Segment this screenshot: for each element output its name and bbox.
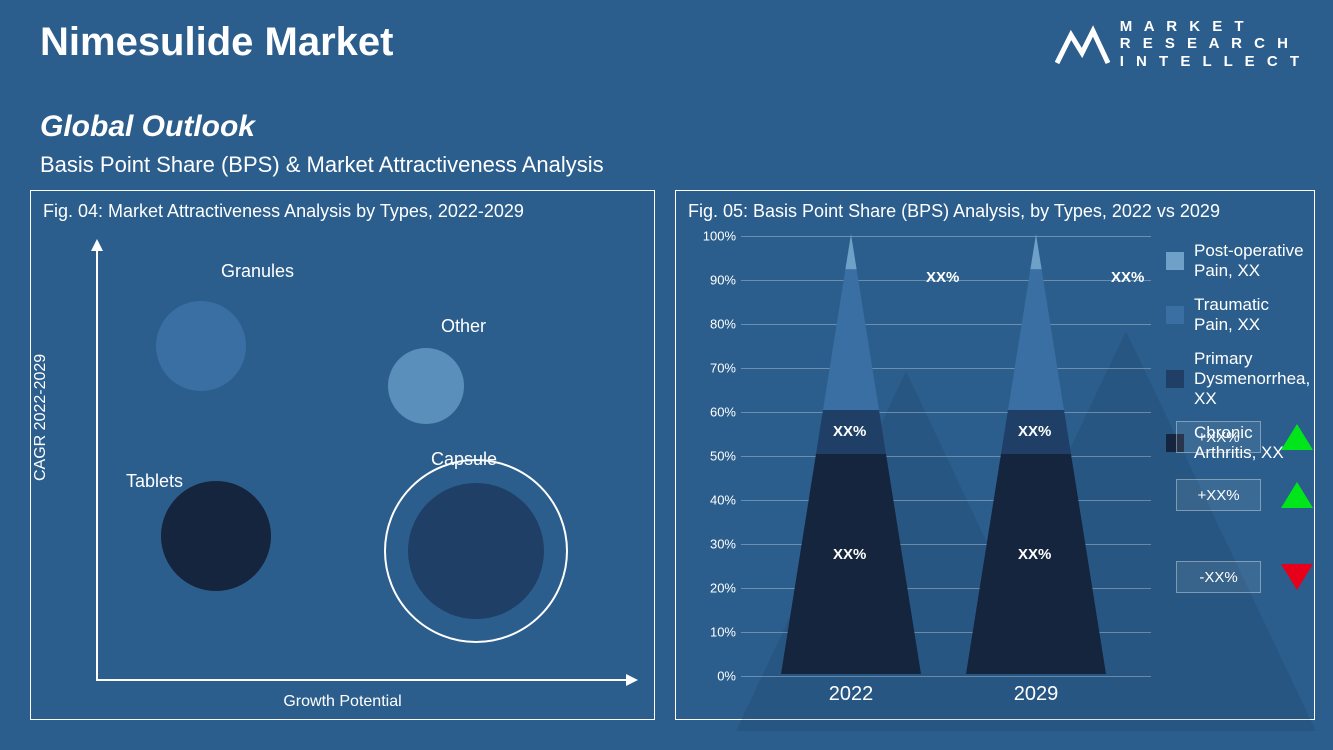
grid-label: 20% <box>701 581 736 596</box>
legend-item: Traumatic Pain, XX <box>1166 295 1309 335</box>
fig05-title: Fig. 05: Basis Point Share (BPS) Analysi… <box>676 191 1314 233</box>
logo-line3: I N T E L L E C T <box>1120 53 1303 70</box>
cone-segment <box>845 234 856 269</box>
grid-label: 0% <box>701 669 736 684</box>
y-axis-label: CAGR 2022-2029 <box>32 354 50 481</box>
logo-line2: R E S E A R C H <box>1120 35 1303 52</box>
legend-label: Primary Dysmenorrhea, XX <box>1194 349 1310 409</box>
grid-label: 60% <box>701 405 736 420</box>
x-axis-label: Growth Potential <box>283 693 401 711</box>
cone-segment <box>1008 269 1064 410</box>
grid-label: 50% <box>701 449 736 464</box>
grid-line <box>741 676 1151 677</box>
grid-label: 100% <box>701 229 736 244</box>
cone-value-label: XX% <box>833 546 866 563</box>
cone-year-label: 2029 <box>966 683 1106 706</box>
page-title: Nimesulide Market <box>40 20 393 65</box>
fig05-panel: Fig. 05: Basis Point Share (BPS) Analysi… <box>675 190 1315 720</box>
bubble <box>156 301 246 391</box>
legend-label: Traumatic Pain, XX <box>1194 295 1309 335</box>
cone-segment <box>781 454 921 674</box>
bubble-label: Other <box>441 316 486 337</box>
logo-icon <box>1055 23 1110 65</box>
bubble-label: Capsule <box>431 449 497 470</box>
x-axis <box>96 679 636 681</box>
grid-label: 40% <box>701 493 736 508</box>
bubble-label: Tablets <box>126 471 183 492</box>
cone <box>781 234 921 674</box>
cone-value-label: XX% <box>1018 423 1051 440</box>
cone-segment <box>1030 234 1041 269</box>
cone-chart-area: 0%10%20%30%40%50%60%70%80%90%100%2022XX%… <box>701 236 1151 674</box>
cone-value-label: XX% <box>1018 546 1051 563</box>
fig04-panel: Fig. 04: Market Attractiveness Analysis … <box>30 190 655 720</box>
triangle-up-icon <box>1281 424 1313 450</box>
cone-segment <box>966 454 1106 674</box>
bubble-label: Granules <box>221 261 294 282</box>
cone-year-label: 2022 <box>781 683 921 706</box>
cone-value-label: XX% <box>833 423 866 440</box>
legend-item: Primary Dysmenorrhea, XX <box>1166 349 1309 409</box>
logo-line1: M A R K E T <box>1120 18 1303 35</box>
grid-label: 30% <box>701 537 736 552</box>
bubble <box>388 348 464 424</box>
change-box: +XX% <box>1176 479 1261 511</box>
legend-label: Post-operative Pain, XX <box>1194 241 1309 281</box>
cone-value-label: XX% <box>926 269 959 286</box>
change-box: +XX% <box>1176 421 1261 453</box>
y-axis <box>96 241 98 681</box>
cone-value-label: XX% <box>1111 269 1144 286</box>
change-box: -XX% <box>1176 561 1261 593</box>
triangle-up-icon <box>1281 482 1313 508</box>
cone-segment <box>823 269 879 410</box>
grid-label: 90% <box>701 273 736 288</box>
grid-label: 80% <box>701 317 736 332</box>
subtitle-global-outlook: Global Outlook <box>40 110 255 144</box>
triangle-down-icon <box>1281 564 1313 590</box>
legend-item: Post-operative Pain, XX <box>1166 241 1309 281</box>
logo-text: M A R K E T R E S E A R C H I N T E L L … <box>1120 18 1303 70</box>
grid-label: 70% <box>701 361 736 376</box>
bubble <box>161 481 271 591</box>
fig04-title: Fig. 04: Market Attractiveness Analysis … <box>31 191 654 233</box>
logo: M A R K E T R E S E A R C H I N T E L L … <box>1055 18 1303 70</box>
subtitle-bps: Basis Point Share (BPS) & Market Attract… <box>40 152 604 178</box>
bubble <box>408 483 544 619</box>
cone <box>966 234 1106 674</box>
legend-swatch <box>1166 306 1184 324</box>
grid-label: 10% <box>701 625 736 640</box>
legend-swatch <box>1166 370 1184 388</box>
legend-swatch <box>1166 252 1184 270</box>
